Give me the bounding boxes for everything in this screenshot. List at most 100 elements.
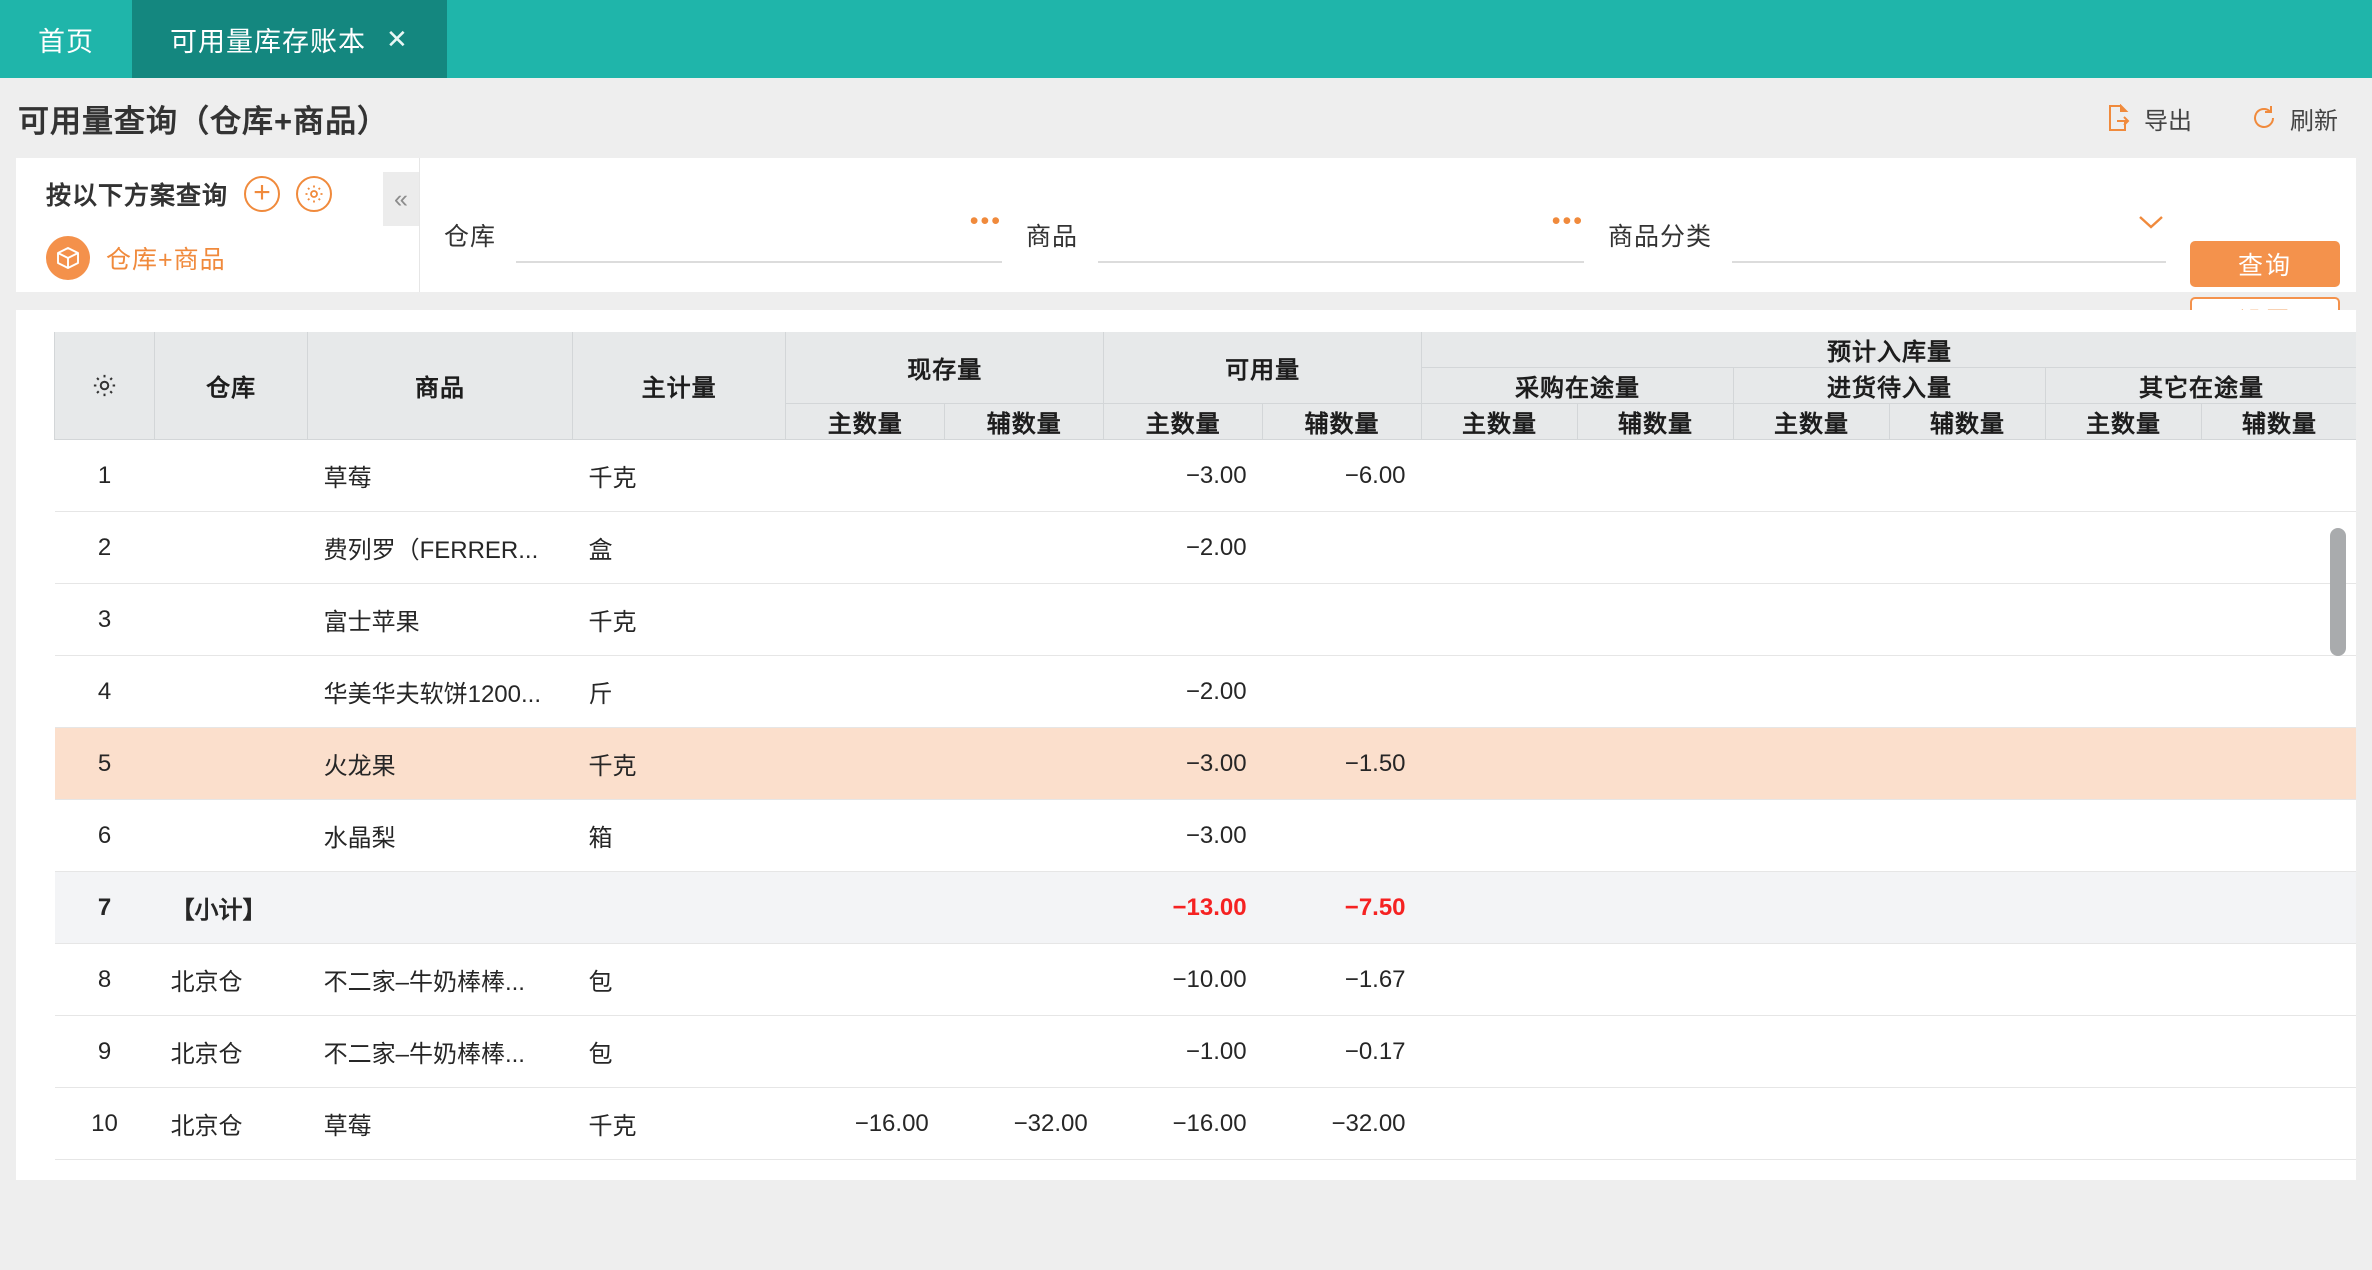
cell-row-index: 3	[54, 583, 155, 656]
product-picker-icon[interactable]: •••	[1551, 207, 1584, 235]
cell-main-unit: 千克	[572, 1087, 786, 1160]
table-row[interactable]: 6 水晶梨箱 −3.00	[54, 799, 2356, 872]
col-main-unit[interactable]: 主计量	[572, 332, 787, 440]
table-row[interactable]: 8 北京仓 不二家–牛奶棒棒... 包 −10.00 −1.67	[54, 943, 2356, 1016]
cell-rcv-main	[1733, 943, 1890, 1016]
cell-oth-main	[2045, 871, 2202, 944]
refresh-button[interactable]: 刷新	[2250, 101, 2338, 136]
cell-warehouse	[154, 511, 308, 584]
collapse-glyph: «	[394, 184, 408, 213]
table-row[interactable]: 3 富士苹果 千克	[54, 583, 2356, 656]
table-row[interactable]: 1 草莓 千克 −3.00 −6.00	[54, 439, 2356, 512]
product-category-input[interactable]	[1732, 213, 2126, 261]
cell-po-main	[1421, 583, 1578, 656]
cell-main-unit: 千克	[572, 727, 786, 800]
cell-onhand-main	[785, 943, 945, 1016]
cell-warehouse: 北京仓	[154, 1015, 308, 1088]
cell-oth-main	[2045, 655, 2202, 728]
cell-product: 华美华夫软饼1200...	[307, 655, 573, 728]
scheme-header-title: 按以下方案查询	[46, 182, 229, 210]
col-oth-aux[interactable]: 辅数量	[2201, 403, 2356, 440]
filter-card: 按以下方案查询 + « 仓库+商品	[16, 158, 2356, 343]
cell-po-aux	[1577, 511, 1734, 584]
cell-onhand-aux	[944, 511, 1104, 584]
col-avail-aux[interactable]: 辅数量	[1262, 403, 1423, 440]
cell-rcv-aux	[1889, 439, 2046, 512]
gear-icon[interactable]	[296, 176, 333, 212]
cell-oth-aux	[2201, 1087, 2356, 1160]
cell-po-aux	[1577, 655, 1734, 728]
filter-product-category: 商品分类	[1608, 213, 2190, 263]
cell-oth-aux	[2201, 655, 2356, 728]
cell-row-index: 9	[54, 1015, 155, 1088]
cell-rcv-main	[1733, 583, 1890, 656]
col-po-aux[interactable]: 辅数量	[1577, 403, 1734, 440]
subgroup-other-in-transit: 其它在途量	[2045, 367, 2356, 404]
col-onhand-main[interactable]: 主数量	[785, 403, 946, 440]
col-oth-main[interactable]: 主数量	[2045, 403, 2202, 440]
table-row[interactable]: 10 北京仓 草莓 千克 −16.00 −32.00 −16.00 −32.00	[54, 1087, 2356, 1160]
cell-row-index: 1	[54, 439, 155, 512]
col-onhand-aux[interactable]: 辅数量	[944, 403, 1105, 440]
cell-oth-main	[2045, 799, 2202, 872]
column-settings-header[interactable]	[53, 332, 156, 440]
cell-avail-aux: −1.67	[1262, 943, 1422, 1016]
col-rcv-main[interactable]: 主数量	[1733, 403, 1890, 440]
cell-onhand-main	[785, 583, 945, 656]
subgroup-receipt-pending: 进货待入量	[1733, 367, 2046, 404]
cell-main-unit	[572, 871, 786, 944]
cell-po-main	[1421, 943, 1578, 1016]
page-header: 可用量查询（仓库+商品） 导出 刷新	[0, 78, 2372, 158]
table-row[interactable]: 9 北京仓 不二家–牛奶棒棒... 包 −1.00 −0.17	[54, 1015, 2356, 1088]
cell-warehouse	[154, 727, 308, 800]
table-row[interactable]: 7 【小计】 −13.00 −7.50	[54, 871, 2356, 944]
cell-rcv-aux	[1889, 799, 2046, 872]
plus-icon[interactable]: +	[244, 176, 281, 212]
cell-rcv-main	[1733, 439, 1890, 512]
group-stock-on-hand: 现存量	[785, 332, 1105, 404]
cell-avail-main: −16.00	[1103, 1087, 1263, 1160]
double-chevron-left-icon[interactable]: «	[383, 172, 419, 226]
filter-product-input-wrap: •••	[1098, 207, 1584, 263]
tab-available-inventory-ledger[interactable]: 可用量库存账本 ✕	[132, 0, 447, 78]
query-button[interactable]: 查询	[2190, 241, 2340, 287]
product-input[interactable]	[1098, 213, 1544, 261]
filter-product: 商品 •••	[1026, 207, 1608, 263]
cell-oth-main	[2045, 511, 2202, 584]
col-rcv-aux[interactable]: 辅数量	[1889, 403, 2046, 440]
col-warehouse[interactable]: 仓库	[154, 332, 309, 440]
tab-home[interactable]: 首页	[0, 0, 132, 78]
table-row[interactable]: 4 华美华夫软饼1200... 斤 −2.00	[54, 655, 2356, 728]
col-avail-main[interactable]: 主数量	[1103, 403, 1264, 440]
table-row[interactable]: 2 费列罗（FERRER... 盒 −2.00	[54, 511, 2356, 584]
cell-po-main	[1421, 871, 1578, 944]
export-label: 导出	[2144, 107, 2192, 135]
warehouse-picker-icon[interactable]: •••	[969, 207, 1002, 235]
table-row[interactable]: 5 火龙果 千克 −3.00 −1.50	[54, 727, 2356, 800]
cell-main-unit: 箱	[572, 799, 786, 872]
col-po-main[interactable]: 主数量	[1421, 403, 1579, 440]
cell-avail-main: −3.00	[1103, 727, 1263, 800]
vertical-scrollbar[interactable]	[2330, 528, 2346, 656]
cell-rcv-main	[1733, 871, 1890, 944]
cell-rcv-aux	[1889, 871, 2046, 944]
cell-po-aux	[1577, 1087, 1734, 1160]
close-icon[interactable]: ✕	[386, 24, 409, 54]
cell-warehouse: 北京仓	[154, 943, 308, 1016]
cell-po-aux	[1577, 799, 1734, 872]
scheme-item-warehouse-product[interactable]: 仓库+商品	[46, 236, 419, 280]
export-button[interactable]: 导出	[2106, 101, 2192, 136]
cell-oth-main	[2045, 1015, 2202, 1088]
cell-row-index: 4	[54, 655, 155, 728]
cell-onhand-aux	[944, 727, 1104, 800]
warehouse-input[interactable]	[516, 213, 962, 261]
cell-onhand-aux	[944, 439, 1104, 512]
cell-onhand-aux	[944, 655, 1104, 728]
cell-po-main	[1421, 727, 1578, 800]
cell-product: 不二家–牛奶棒棒...	[307, 943, 573, 1016]
cell-avail-aux	[1262, 655, 1422, 728]
gear-icon	[55, 373, 154, 398]
chevron-down-icon[interactable]	[2136, 213, 2166, 236]
col-product[interactable]: 商品	[307, 332, 573, 440]
export-icon	[2106, 104, 2132, 132]
